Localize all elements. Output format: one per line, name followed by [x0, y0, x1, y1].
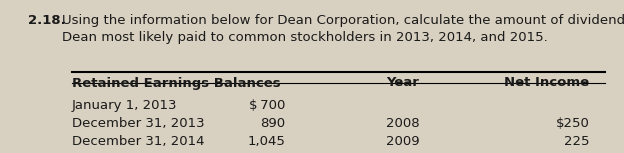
Text: December 31, 2014: December 31, 2014 — [72, 135, 204, 148]
Text: 225: 225 — [563, 135, 589, 148]
Text: 2.18.: 2.18. — [28, 14, 66, 27]
Text: 890: 890 — [260, 117, 285, 130]
Text: 2008: 2008 — [386, 117, 419, 130]
Text: Net Income: Net Income — [504, 76, 589, 90]
Text: Retained Earnings Balances: Retained Earnings Balances — [72, 76, 280, 90]
Text: 2009: 2009 — [386, 135, 419, 148]
Text: $250: $250 — [555, 117, 589, 130]
Text: $ 700: $ 700 — [249, 99, 285, 112]
Text: January 1, 2013: January 1, 2013 — [72, 99, 177, 112]
Text: Using the information below for Dean Corporation, calculate the amount of divide: Using the information below for Dean Cor… — [62, 14, 624, 44]
Text: December 31, 2013: December 31, 2013 — [72, 117, 205, 130]
Text: Year: Year — [386, 76, 419, 90]
Text: 1,045: 1,045 — [247, 135, 285, 148]
